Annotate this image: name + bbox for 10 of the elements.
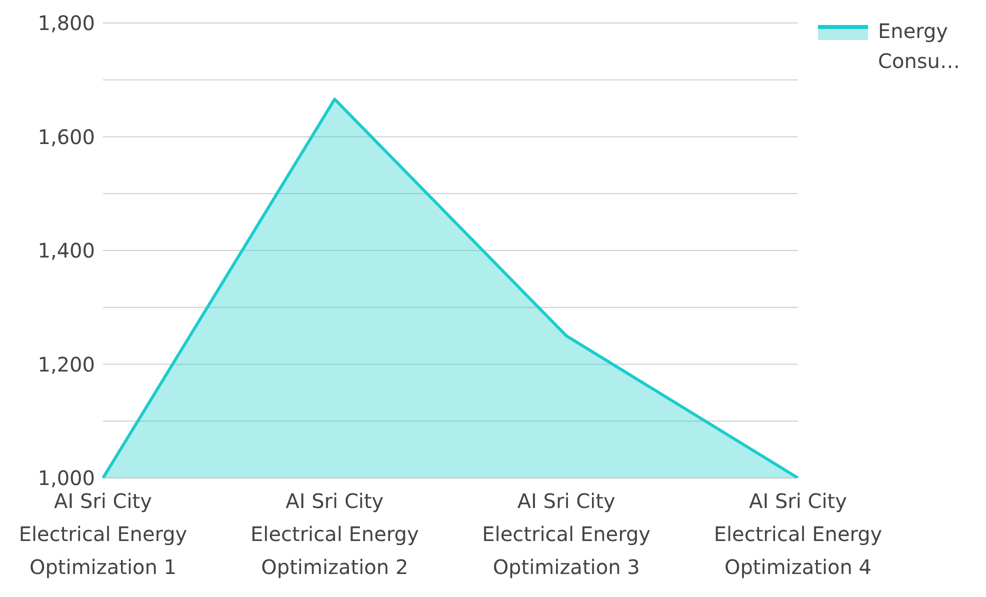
x-tick-label: AI Sri City Electrical Energy Optimization 2 [250,489,419,579]
legend-label: Energy Consu… [878,18,961,75]
y-tick-label: 1,400 [38,238,95,263]
y-tick-label: 1,200 [38,352,95,376]
x-tick-label: AI Sri City Electrical Energy Optimization 4 [714,489,882,579]
x-tick-label: AI Sri City Electrical Energy Optimization 1 [18,489,188,579]
y-tick-label: 1,800 [38,11,95,36]
y-tick-label: 1,600 [38,124,95,149]
y-tick-label: 1,000 [38,466,95,490]
x-tick-label: AI Sri City Electrical Energy Optimization 3 [482,489,651,579]
